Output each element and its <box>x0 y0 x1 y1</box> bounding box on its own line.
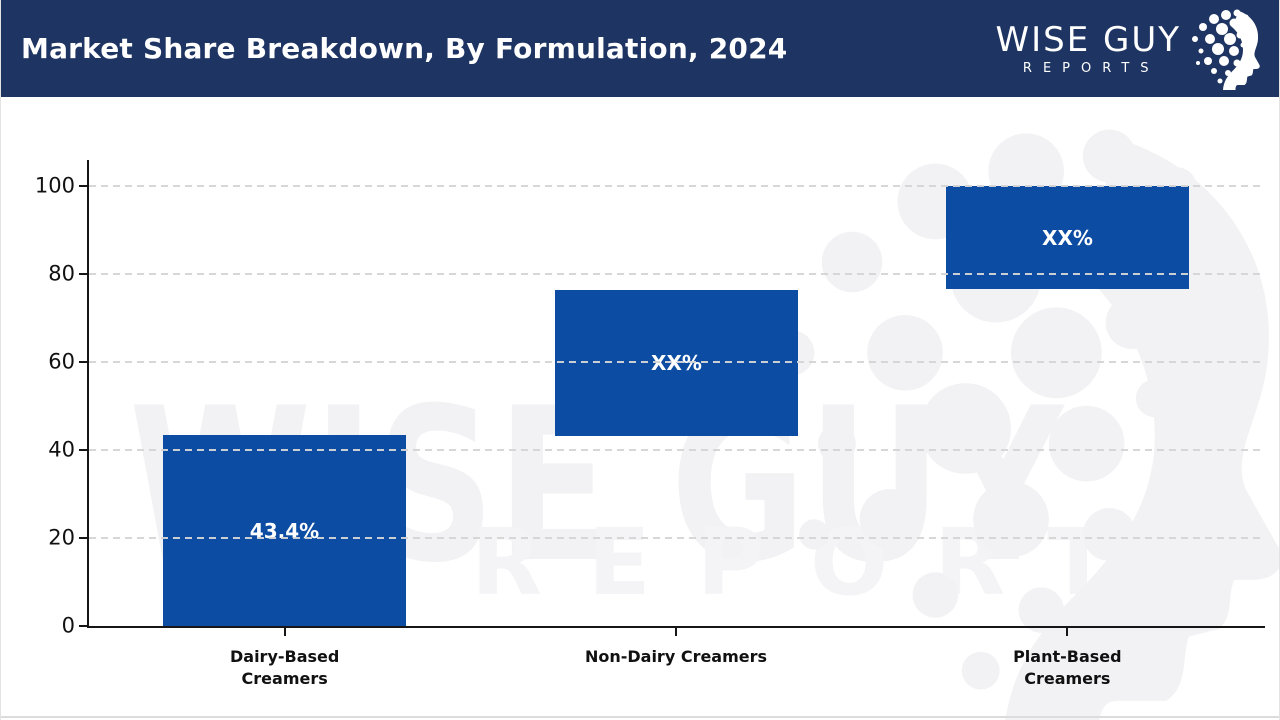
x-tick <box>1066 628 1068 636</box>
category-label: Non-Dairy Creamers <box>584 647 768 666</box>
brand-name: WISE GUY <box>995 19 1181 60</box>
y-tick-label: 60 <box>48 349 75 374</box>
y-tick <box>79 273 87 276</box>
gridline <box>89 361 1263 364</box>
y-tick <box>79 361 87 364</box>
y-tick-label: 100 <box>34 173 75 198</box>
bottom-divider <box>1 716 1279 718</box>
gridline <box>89 273 1263 276</box>
y-tick-label: 0 <box>61 613 75 638</box>
gridline <box>89 537 1263 540</box>
gridline <box>89 185 1263 188</box>
y-tick <box>79 625 87 627</box>
brand-subtitle: REPORTS <box>1022 60 1160 76</box>
y-axis-line <box>87 160 89 628</box>
header-bar: Market Share Breakdown, By Formulation, … <box>1 0 1279 97</box>
dotted-head-icon <box>1192 9 1260 90</box>
plot-area: 0 20 40 60 80 100 43.4% Dairy-Based Creamers XX% N… <box>35 160 1265 688</box>
brand-logo: WISE GUY REPORTS <box>995 8 1261 90</box>
y-tick <box>79 185 87 188</box>
y-tick-label: 80 <box>48 261 75 286</box>
brand-logo-text: WISE GUY REPORTS <box>995 23 1181 75</box>
y-tick-label: 40 <box>48 437 75 462</box>
y-tick-label: 20 <box>48 525 75 550</box>
gridline <box>89 449 1263 452</box>
category-label: Plant-Based Creamers <box>1013 647 1122 688</box>
x-axis-line <box>87 626 1265 628</box>
category-label: Dairy-Based Creamers <box>229 647 340 688</box>
y-tick <box>79 537 87 540</box>
chart-canvas: WISE GUY REPORTS 0 20 40 6 <box>1 97 1279 720</box>
page-title: Market Share Breakdown, By Formulation, … <box>21 32 788 65</box>
y-tick <box>79 449 87 452</box>
x-tick <box>284 628 286 636</box>
bar-segment: 43.4% <box>163 435 406 626</box>
bar-value-label: XX% <box>1042 225 1093 250</box>
x-tick <box>675 628 677 636</box>
